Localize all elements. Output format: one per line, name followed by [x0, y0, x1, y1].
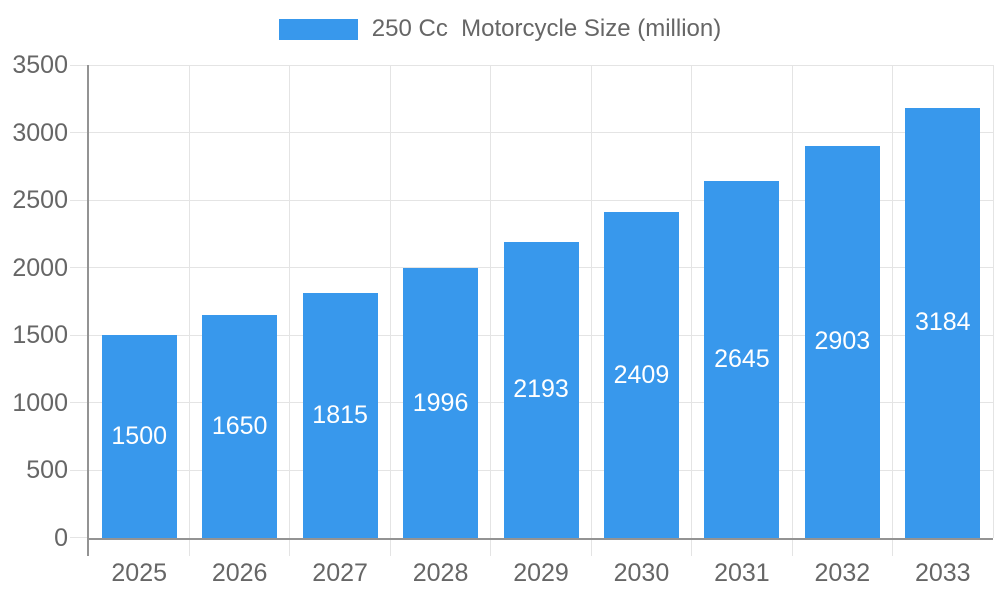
x-axis-label: 2025	[111, 559, 168, 587]
x-axis-label: 2031	[714, 559, 770, 587]
y-axis-label: 1500	[12, 321, 68, 350]
x-axis-label: 2032	[814, 559, 871, 587]
y-axis-label: 2000	[12, 253, 68, 282]
bar-value-label: 1650	[211, 412, 268, 440]
bar-value-label: 1500	[111, 422, 168, 451]
plot-area: 1500 1650 1815 1996 2193 2409 2645 2903 3184	[70, 64, 994, 538]
bar-2026[interactable]: 1650	[202, 315, 278, 538]
x-tick	[791, 539, 793, 556]
bar-value-label: 1996	[412, 388, 469, 417]
bar-2030[interactable]: 2409	[603, 212, 679, 538]
y-tick	[70, 537, 89, 538]
y-axis-label: 2500	[12, 186, 68, 215]
bar-value-label: 3184	[914, 308, 971, 337]
x-axis-label: 2029	[513, 559, 569, 587]
x-tick	[188, 539, 190, 556]
bar-value-label: 2903	[814, 327, 871, 356]
y-axis-label: 0	[54, 524, 68, 552]
gridline-vertical	[188, 65, 190, 538]
bar-value-label: 2409	[613, 360, 670, 389]
y-axis-label: 3000	[12, 118, 68, 147]
x-tick	[892, 539, 894, 556]
gridline-vertical	[691, 65, 693, 538]
x-tick	[691, 539, 693, 556]
bar-2028[interactable]: 1996	[403, 268, 479, 538]
gridline-vertical	[289, 65, 291, 538]
gridline-horizontal	[70, 199, 993, 201]
gridline-horizontal	[70, 64, 993, 66]
x-tick	[590, 539, 592, 556]
bar-2032[interactable]: 2903	[804, 145, 880, 538]
y-axis-label: 500	[26, 456, 68, 485]
bar-value-label: 1815	[312, 400, 368, 429]
gridline-vertical	[590, 65, 592, 538]
x-axis-label: 2033	[914, 559, 971, 587]
gridline-horizontal	[70, 132, 993, 134]
y-axis-label: 1000	[12, 388, 68, 417]
x-axis-label: 2028	[412, 559, 469, 587]
x-tick	[389, 539, 391, 556]
legend-item[interactable]: 250 Cc Motorcycle Size (million)	[0, 14, 1000, 44]
x-tick	[289, 539, 291, 556]
gridline-vertical	[389, 65, 391, 538]
x-tick	[490, 539, 492, 556]
x-axis-label: 2030	[613, 559, 670, 587]
gridline-vertical	[992, 65, 994, 538]
x-axis-label: 2026	[211, 559, 268, 587]
y-axis-label: 3500	[12, 51, 68, 79]
legend-swatch	[278, 18, 358, 40]
legend-label: 250 Cc Motorcycle Size (million)	[371, 15, 722, 42]
bar-2031[interactable]: 2645	[704, 180, 780, 538]
bar-2029[interactable]: 2193	[503, 241, 579, 538]
gridline-vertical	[892, 65, 894, 538]
bar-2033[interactable]: 3184	[905, 107, 981, 538]
bar-value-label: 2645	[714, 344, 770, 373]
bar-value-label: 2193	[513, 375, 569, 404]
x-axis-label: 2027	[312, 559, 368, 587]
bar-2027[interactable]: 1815	[302, 292, 378, 538]
gridline-vertical	[490, 65, 492, 538]
y-axis-line	[87, 65, 89, 556]
gridline-vertical	[791, 65, 793, 538]
x-axis-line	[87, 538, 993, 540]
bar-2025[interactable]: 1500	[101, 335, 177, 538]
